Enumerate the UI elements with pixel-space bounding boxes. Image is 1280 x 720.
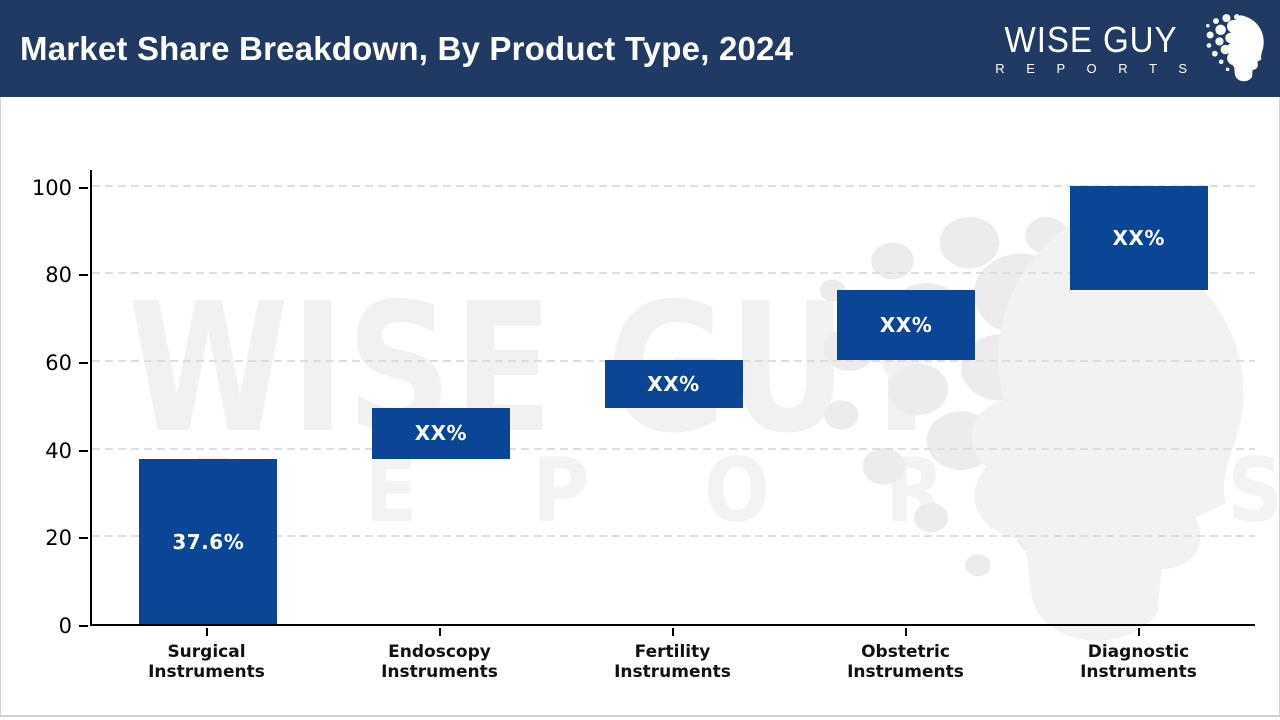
- x-tick-mark: [904, 628, 907, 636]
- x-axis-category-label: Obstetric Instruments: [847, 642, 964, 682]
- logo-subtitle: R E P O R T S: [995, 61, 1196, 76]
- y-tick-mark: [79, 537, 88, 540]
- logo-wordmark: WISE GUY: [1004, 19, 1178, 60]
- x-axis-category-label: Fertility Instruments: [614, 642, 731, 682]
- y-tick-label: 0: [58, 614, 72, 638]
- wiseguy-logo: WISE GUY R E P O R T S: [986, 7, 1266, 91]
- y-tick-mark: [79, 625, 88, 627]
- y-tick-mark: [79, 186, 88, 189]
- y-tick-label: 100: [31, 175, 72, 200]
- bar-fertility-instruments: XX%: [604, 360, 743, 408]
- gridline: [92, 535, 1255, 538]
- x-tick-mark: [438, 628, 441, 636]
- y-tick-mark: [79, 449, 88, 452]
- bar-value-label: XX%: [879, 312, 933, 337]
- logo-text: WISE GUY R E P O R T S: [986, 19, 1196, 77]
- x-tick-mark: [671, 628, 674, 636]
- bar-value-label: 37.6%: [172, 529, 245, 554]
- y-axis: 0 20 40 60 80 100: [0, 170, 88, 638]
- bar-surgical-instruments: 37.6%: [139, 459, 278, 624]
- bar-diagnostic-instruments: XX%: [1069, 185, 1208, 290]
- y-tick-label: 20: [45, 526, 72, 551]
- x-tick-mark: [205, 628, 208, 636]
- x-axis-category-label: Surgical Instruments: [148, 642, 265, 682]
- y-tick-label: 60: [45, 350, 72, 375]
- x-axis-category-label: Endoscopy Instruments: [381, 642, 498, 682]
- x-tick-mark: [1137, 628, 1140, 636]
- y-tick-mark: [79, 274, 88, 277]
- bar-endoscopy-instruments: XX%: [371, 407, 510, 460]
- y-tick-label: 80: [45, 263, 72, 288]
- gridline: [92, 272, 1255, 275]
- y-tick-mark: [79, 361, 88, 364]
- plot-area: 37.6% XX% XX% XX% XX%: [90, 170, 1255, 626]
- gridline: [92, 184, 1255, 187]
- gridline: [92, 447, 1255, 450]
- bar-obstetric-instruments: XX%: [837, 289, 976, 361]
- logo-head-icon: [1206, 13, 1264, 81]
- watermark-wordmark: WISE GUY: [128, 265, 957, 472]
- header-banner: Market Share Breakdown, By Product Type,…: [0, 0, 1280, 97]
- x-axis: Surgical Instruments Endoscopy Instrument…: [90, 628, 1255, 708]
- bar-value-label: XX%: [647, 371, 700, 396]
- x-axis-category-label: Diagnostic Instruments: [1080, 642, 1197, 682]
- bar-value-label: XX%: [414, 421, 468, 446]
- y-tick-label: 40: [45, 438, 72, 463]
- chart: WISE GUY R E P O R T S 0 20 40 60 80 100 37.6…: [0, 97, 1280, 717]
- bar-value-label: XX%: [1112, 225, 1165, 250]
- page-title: Market Share Breakdown, By Product Type,…: [20, 29, 794, 67]
